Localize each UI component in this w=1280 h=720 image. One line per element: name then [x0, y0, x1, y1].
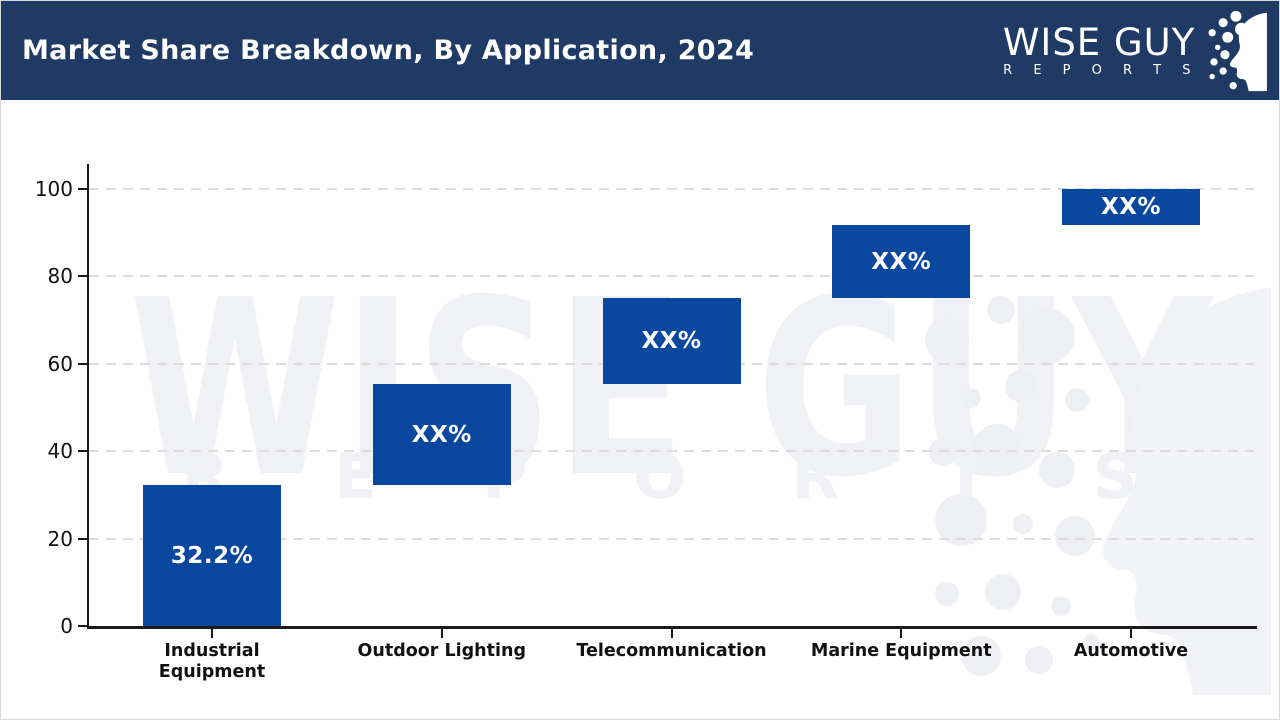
x-tick-mark-2	[440, 629, 443, 638]
y-tick-mark-20	[78, 537, 87, 540]
x-tick-label-outdoor-lighting: Outdoor Lighting	[357, 641, 526, 661]
x-tick-mark-3	[670, 629, 673, 638]
y-tick-label-20: 20	[47, 526, 73, 551]
y-tick-mark-80	[78, 275, 87, 277]
watermark-face-icon	[925, 287, 1271, 695]
y-tick-mark-0	[78, 625, 87, 627]
y-tick-label-0: 0	[60, 614, 73, 638]
y-tick-label-100: 100	[34, 176, 73, 201]
x-tick-mark-1	[211, 629, 213, 638]
bar-outdoor-lighting: XX%	[372, 384, 511, 486]
bar-value-label: XX%	[1100, 193, 1161, 220]
y-tick-mark-40	[78, 450, 87, 452]
gridline-y-80	[89, 275, 1254, 277]
bar-value-label: 32.2%	[170, 542, 254, 569]
x-tick-label-automotive: Automotive	[1073, 641, 1189, 661]
logo-wiseguy-text: WISE GUY	[1002, 20, 1196, 64]
y-tick-mark-100	[78, 187, 87, 190]
logo-reports-text: R E P O R T S	[1003, 63, 1199, 79]
x-tick-label-telecommunication: Telecommunication	[576, 641, 767, 661]
y-axis-spine	[87, 164, 89, 628]
x-tick-mark-5	[1130, 629, 1132, 638]
header-bar: Market Share Breakdown, By Application, …	[1, 1, 1279, 100]
y-tick-mark-60	[78, 362, 87, 365]
wise-guy-logo: WISE GUY R E P O R T S	[1003, 8, 1267, 94]
x-tick-label-marine-equipment: Marine Equipment	[810, 641, 992, 661]
x-tick-label-industrial-equipment: Industrial Equipment	[158, 641, 266, 682]
bar-telecommunication: XX%	[602, 298, 741, 385]
y-tick-label-40: 40	[47, 439, 73, 463]
y-tick-label-80: 80	[47, 264, 73, 288]
bar-marine-equipment: XX%	[832, 224, 971, 299]
bar-value-label: XX%	[641, 328, 702, 355]
bar-value-label: XX%	[871, 248, 932, 275]
bar-value-label: XX%	[411, 421, 472, 448]
bar-automotive: XX%	[1062, 188, 1200, 225]
logo-text: WISE GUY R E P O R T S	[999, 20, 1199, 79]
gridline-y-100	[89, 187, 1254, 190]
y-tick-label-60: 60	[47, 351, 73, 376]
gridline-y-20	[89, 537, 1254, 540]
chart-title: Market Share Breakdown, By Application, …	[22, 35, 755, 66]
logo-face-icon	[1208, 10, 1267, 92]
bar-industrial-equipment: 32.2%	[143, 485, 281, 626]
gridline-y-40	[89, 450, 1254, 452]
x-axis-spine	[87, 626, 1257, 629]
x-tick-mark-4	[900, 629, 903, 638]
